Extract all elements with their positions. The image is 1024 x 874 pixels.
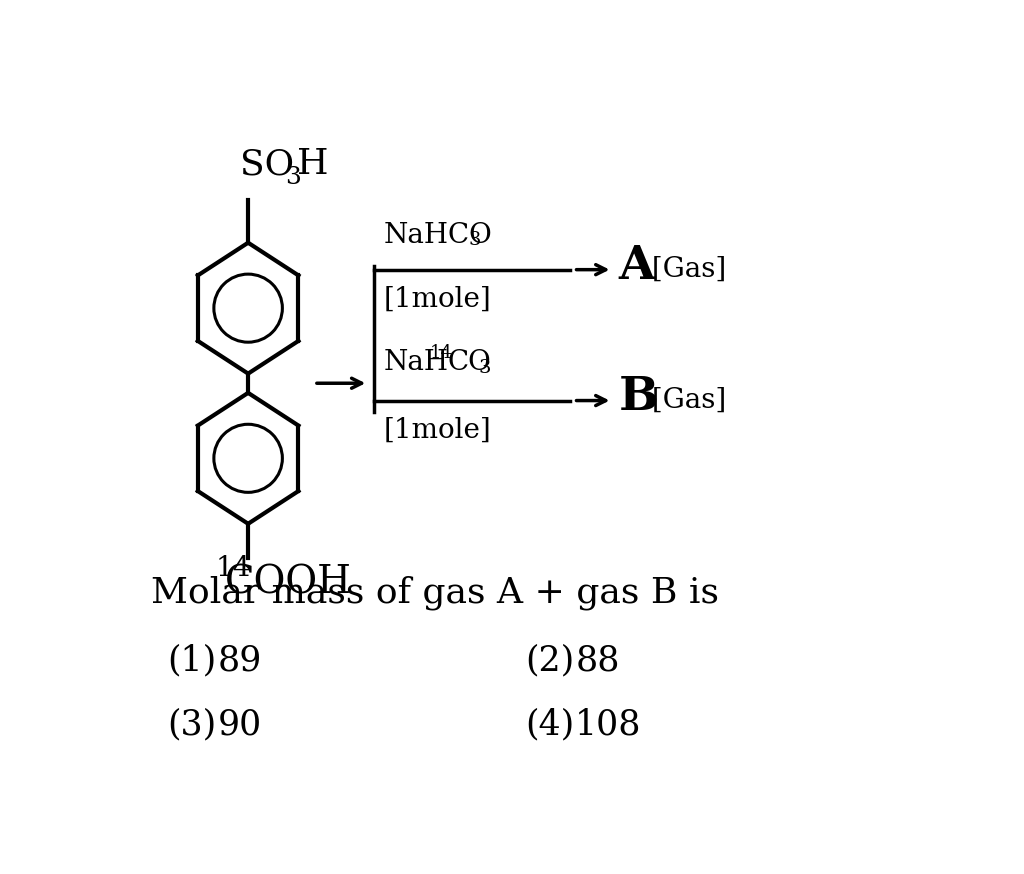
Text: 3: 3 [286,166,301,189]
Text: H: H [297,147,329,181]
Text: 90: 90 [218,707,262,741]
Text: (3): (3) [168,707,217,741]
Text: (2): (2) [524,643,574,677]
Text: [1mole]: [1mole] [384,286,492,312]
Text: 3: 3 [469,232,481,249]
Text: SO: SO [241,147,295,181]
Text: 108: 108 [575,707,642,741]
Text: [1mole]: [1mole] [384,416,492,443]
Text: [Gas]: [Gas] [643,387,727,414]
Text: CO: CO [447,349,492,376]
Text: 3: 3 [478,359,490,378]
Text: Molar mass of gas A + gas B is: Molar mass of gas A + gas B is [152,576,719,610]
Text: A: A [618,243,655,288]
Text: COOH: COOH [225,565,352,601]
Text: B: B [618,374,658,420]
Text: 88: 88 [575,643,620,677]
Text: NaHCO: NaHCO [384,221,493,248]
Text: 14: 14 [216,555,251,581]
Text: [Gas]: [Gas] [643,256,727,283]
Text: 89: 89 [218,643,262,677]
Text: (4): (4) [524,707,574,741]
Text: 14: 14 [430,343,454,362]
Text: (1): (1) [168,643,217,677]
Text: NaH: NaH [384,349,449,376]
